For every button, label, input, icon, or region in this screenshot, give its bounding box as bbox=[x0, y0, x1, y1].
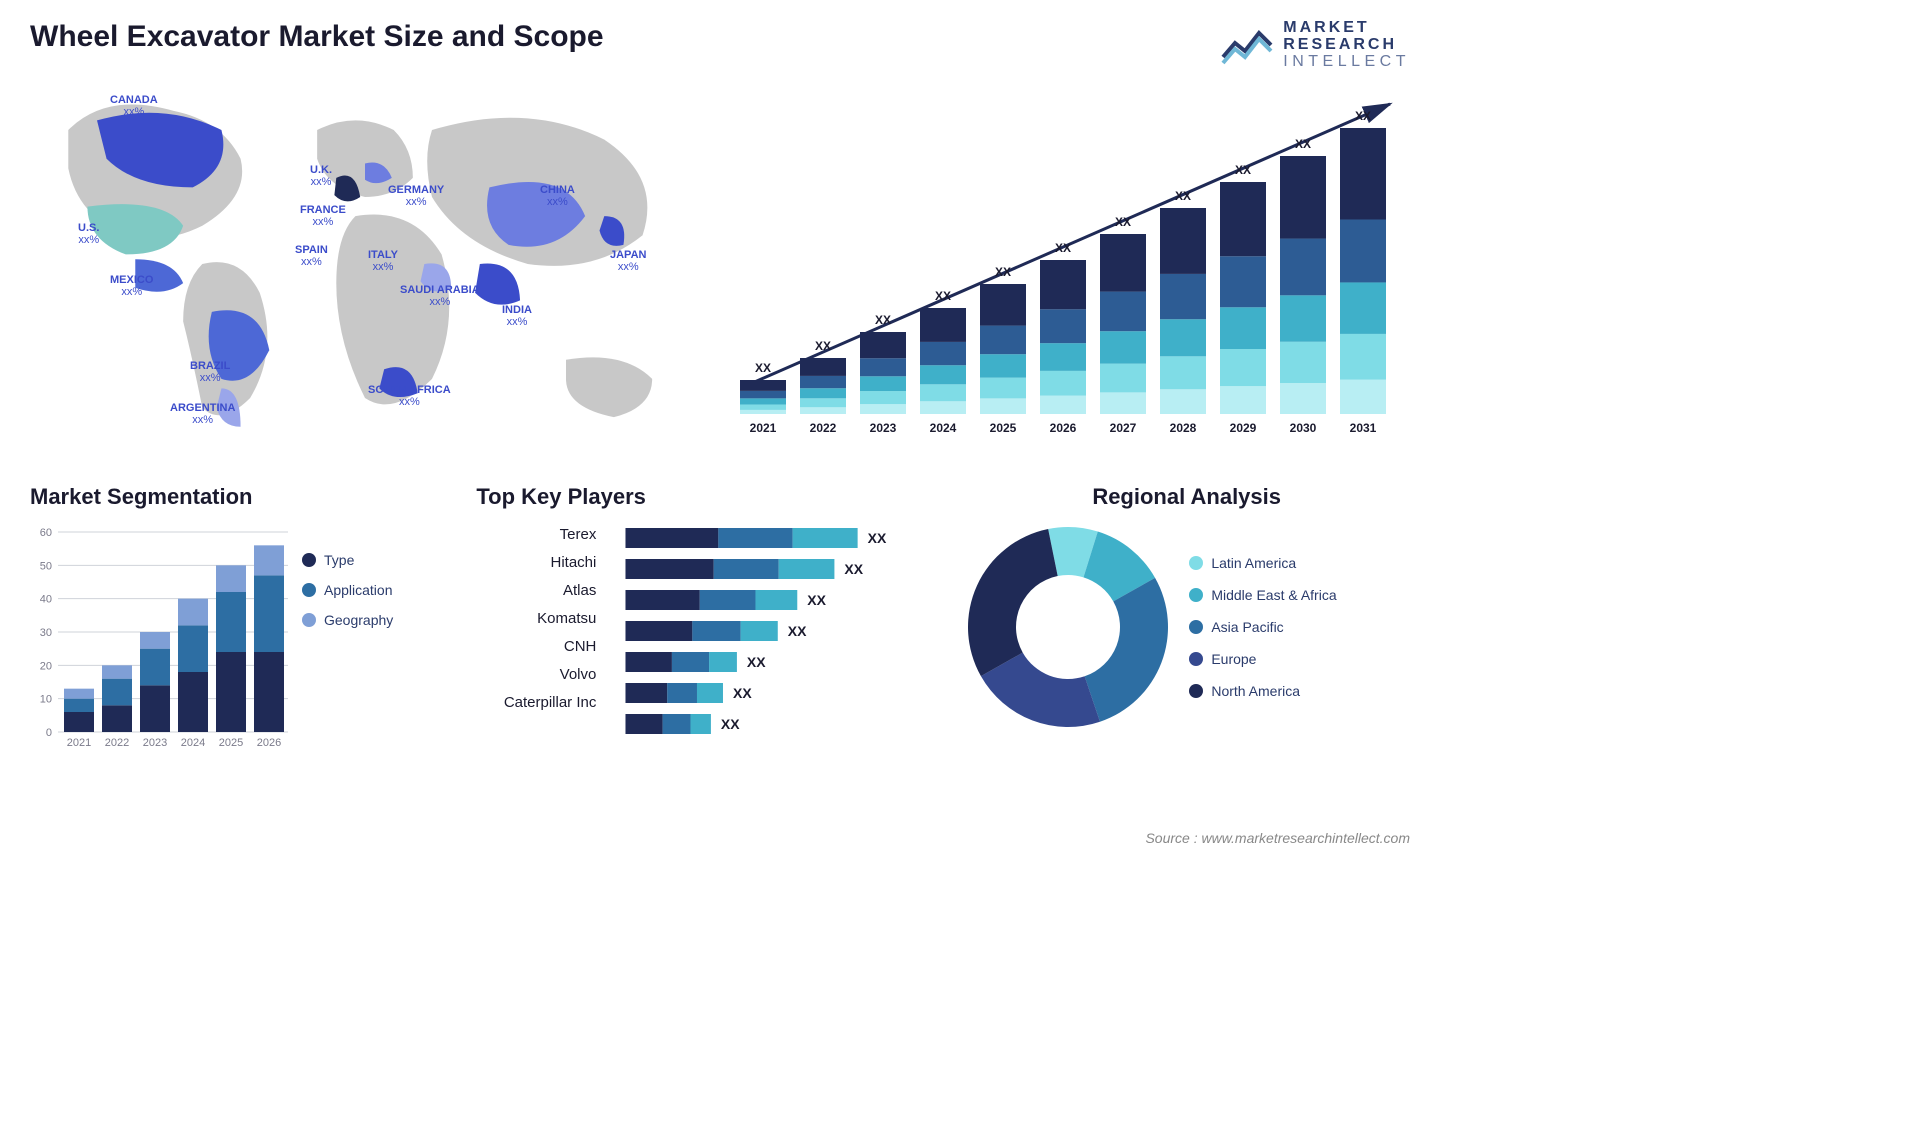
map-label: FRANCExx% bbox=[300, 204, 346, 228]
player-labels: Terex Hitachi Atlas Komatsu CNH Volvo Caterpil… bbox=[476, 526, 596, 752]
svg-text:XX: XX bbox=[1055, 241, 1071, 255]
legend-item: Europe bbox=[1189, 651, 1336, 667]
map-label: SOUTH AFRICAxx% bbox=[368, 384, 451, 408]
brand-logo: MARKET RESEARCH INTELLECT bbox=[1219, 20, 1410, 70]
page-title: Wheel Excavator Market Size and Scope bbox=[30, 20, 1410, 54]
legend-item: Middle East & Africa bbox=[1189, 587, 1336, 603]
legend-item: Geography bbox=[302, 612, 393, 628]
map-label: INDIAxx% bbox=[502, 304, 532, 328]
segmentation-legend: Type Application Geography bbox=[302, 552, 393, 752]
svg-text:2026: 2026 bbox=[1050, 421, 1077, 435]
map-label: U.K.xx% bbox=[310, 164, 332, 188]
logo-icon bbox=[1219, 23, 1275, 67]
map-label: JAPANxx% bbox=[610, 249, 646, 273]
svg-text:XX: XX bbox=[1235, 163, 1251, 177]
svg-text:0: 0 bbox=[46, 727, 52, 739]
world-map-panel: CANADAxx% U.S.xx% MEXICOxx% BRAZILxx% ARGENT… bbox=[30, 64, 700, 464]
logo-text-2: RESEARCH bbox=[1283, 37, 1410, 54]
regional-donut bbox=[963, 522, 1173, 732]
svg-text:2028: 2028 bbox=[1170, 421, 1197, 435]
svg-text:XX: XX bbox=[721, 716, 740, 732]
map-label: GERMANYxx% bbox=[388, 184, 444, 208]
map-label: BRAZILxx% bbox=[190, 360, 230, 384]
svg-text:XX: XX bbox=[808, 592, 827, 608]
svg-text:XX: XX bbox=[788, 623, 807, 639]
svg-text:XX: XX bbox=[1355, 109, 1371, 123]
regional-panel: Regional Analysis Latin America Middle Ea… bbox=[963, 484, 1410, 774]
svg-text:2029: 2029 bbox=[1230, 421, 1257, 435]
svg-text:2022: 2022 bbox=[105, 737, 129, 749]
legend-item: Type bbox=[302, 552, 393, 568]
svg-text:40: 40 bbox=[40, 594, 52, 606]
svg-text:2030: 2030 bbox=[1290, 421, 1317, 435]
svg-text:2026: 2026 bbox=[257, 737, 281, 749]
map-label: MEXICOxx% bbox=[110, 274, 153, 298]
legend-item: Latin America bbox=[1189, 555, 1336, 571]
players-chart: XXXXXXXXXXXXXX bbox=[608, 522, 943, 752]
legend-item: Application bbox=[302, 582, 393, 598]
segmentation-title: Market Segmentation bbox=[30, 484, 456, 510]
svg-text:XX: XX bbox=[815, 339, 831, 353]
svg-text:2024: 2024 bbox=[930, 421, 957, 435]
svg-text:XX: XX bbox=[747, 654, 766, 670]
svg-text:2021: 2021 bbox=[67, 737, 91, 749]
world-map bbox=[30, 64, 700, 464]
segmentation-panel: Market Segmentation 0 10 20 30 40 50 60 2021 202… bbox=[30, 484, 456, 774]
svg-text:2023: 2023 bbox=[870, 421, 897, 435]
source-attribution: Source : www.marketresearchintellect.com bbox=[1145, 830, 1410, 846]
legend-item: Asia Pacific bbox=[1189, 619, 1336, 635]
svg-text:XX: XX bbox=[733, 685, 752, 701]
regional-legend: Latin America Middle East & Africa Asia Pa… bbox=[1189, 555, 1336, 699]
map-label: ITALYxx% bbox=[368, 249, 398, 273]
map-label: SAUDI ARABIAxx% bbox=[400, 284, 480, 308]
map-label: SPAINxx% bbox=[295, 244, 328, 268]
map-label: CANADAxx% bbox=[110, 94, 158, 118]
svg-text:2022: 2022 bbox=[810, 421, 837, 435]
forecast-chart: XX 2021 XX 2022 XX 2023 XX 2024 XX 2025 XX 2026 XX 20… bbox=[730, 64, 1410, 464]
svg-text:20: 20 bbox=[40, 660, 52, 672]
player-name: CNH bbox=[476, 638, 596, 655]
svg-text:50: 50 bbox=[40, 560, 52, 572]
map-label: ARGENTINAxx% bbox=[170, 402, 235, 426]
svg-text:2023: 2023 bbox=[143, 737, 167, 749]
svg-text:XX: XX bbox=[755, 361, 771, 375]
map-label: U.S.xx% bbox=[78, 222, 99, 246]
logo-text-1: MARKET bbox=[1283, 20, 1410, 37]
map-label: CHINAxx% bbox=[540, 184, 575, 208]
regional-title: Regional Analysis bbox=[963, 484, 1410, 510]
svg-text:2021: 2021 bbox=[750, 421, 777, 435]
svg-text:XX: XX bbox=[868, 530, 887, 546]
svg-text:XX: XX bbox=[935, 289, 951, 303]
player-name: Terex bbox=[476, 526, 596, 543]
player-name: Volvo bbox=[476, 666, 596, 683]
svg-text:XX: XX bbox=[1115, 215, 1131, 229]
player-name: Komatsu bbox=[476, 610, 596, 627]
svg-text:XX: XX bbox=[995, 265, 1011, 279]
player-name: Hitachi bbox=[476, 554, 596, 571]
legend-item: North America bbox=[1189, 683, 1336, 699]
players-title: Top Key Players bbox=[476, 484, 943, 510]
segmentation-chart: 0 10 20 30 40 50 60 2021 2022 2023 2024 2025 2026 bbox=[30, 522, 290, 752]
svg-text:30: 30 bbox=[40, 627, 52, 639]
player-name: Atlas bbox=[476, 582, 596, 599]
svg-text:XX: XX bbox=[1295, 137, 1311, 151]
svg-text:XX: XX bbox=[845, 561, 864, 577]
player-name: Caterpillar Inc bbox=[476, 694, 596, 711]
svg-text:2024: 2024 bbox=[181, 737, 205, 749]
svg-text:2031: 2031 bbox=[1350, 421, 1377, 435]
svg-text:60: 60 bbox=[40, 527, 52, 539]
players-panel: Top Key Players Terex Hitachi Atlas Komatsu… bbox=[476, 484, 943, 774]
svg-text:XX: XX bbox=[875, 313, 891, 327]
svg-text:2025: 2025 bbox=[219, 737, 243, 749]
svg-text:10: 10 bbox=[40, 694, 52, 706]
svg-text:2027: 2027 bbox=[1110, 421, 1137, 435]
svg-text:2025: 2025 bbox=[990, 421, 1017, 435]
svg-text:XX: XX bbox=[1175, 189, 1191, 203]
